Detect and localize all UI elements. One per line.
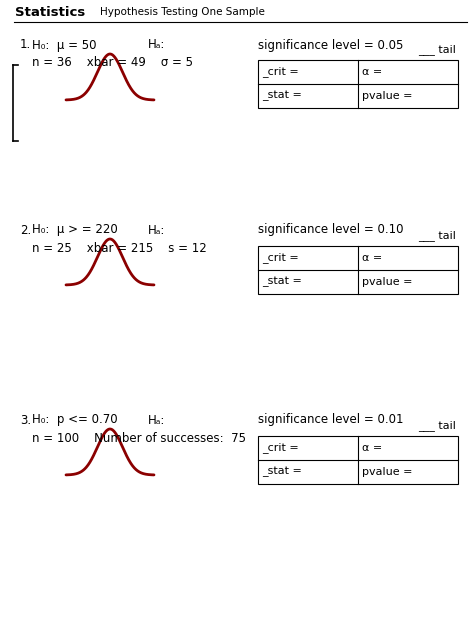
Text: H₀:  μ > = 220: H₀: μ > = 220 <box>32 223 118 236</box>
Text: significance level = 0.05: significance level = 0.05 <box>258 38 403 51</box>
Bar <box>258 436 457 484</box>
Text: Hₐ:: Hₐ: <box>148 414 165 427</box>
Text: _crit =: _crit = <box>261 252 298 264</box>
Text: pvalue =: pvalue = <box>361 467 412 477</box>
Text: _stat =: _stat = <box>261 91 301 101</box>
Text: pvalue =: pvalue = <box>361 91 412 101</box>
Text: pvalue =: pvalue = <box>361 277 412 287</box>
Text: Hₐ:: Hₐ: <box>148 223 165 236</box>
Text: _crit =: _crit = <box>261 443 298 453</box>
Text: n = 100    Number of successes:  75: n = 100 Number of successes: 75 <box>32 432 246 445</box>
Text: ___ tail: ___ tail <box>417 45 455 55</box>
Bar <box>258 246 457 294</box>
Bar <box>258 60 457 108</box>
Text: H₀:  p <= 0.70: H₀: p <= 0.70 <box>32 414 118 427</box>
Text: _stat =: _stat = <box>261 277 301 287</box>
Text: Hₐ:: Hₐ: <box>148 38 165 51</box>
Text: ___ tail: ___ tail <box>417 231 455 241</box>
Text: Hypothesis Testing One Sample: Hypothesis Testing One Sample <box>100 7 264 17</box>
Text: ___ tail: ___ tail <box>417 420 455 432</box>
Text: α =: α = <box>361 253 381 263</box>
Text: _crit =: _crit = <box>261 66 298 78</box>
Text: significance level = 0.01: significance level = 0.01 <box>258 414 403 427</box>
Text: α =: α = <box>361 443 381 453</box>
Text: significance level = 0.10: significance level = 0.10 <box>258 223 403 236</box>
Text: 3.: 3. <box>20 414 31 427</box>
Text: H₀:  μ = 50: H₀: μ = 50 <box>32 38 96 51</box>
Text: Statistics: Statistics <box>15 6 85 19</box>
Text: 1.: 1. <box>20 38 31 51</box>
Text: n = 36    xbar = 49    σ = 5: n = 36 xbar = 49 σ = 5 <box>32 56 193 69</box>
Text: 2.: 2. <box>20 223 31 236</box>
Text: α =: α = <box>361 67 381 77</box>
Text: n = 25    xbar = 215    s = 12: n = 25 xbar = 215 s = 12 <box>32 242 206 254</box>
Text: _stat =: _stat = <box>261 467 301 477</box>
